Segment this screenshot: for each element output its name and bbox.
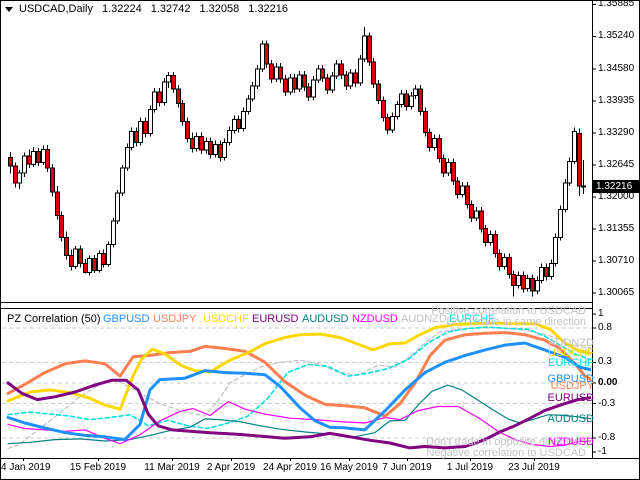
series-label-usdjpy: USDJPY bbox=[550, 379, 594, 392]
legend-item-usdchf: USDCHF bbox=[203, 313, 249, 325]
price-axis-label: 1.33290 bbox=[598, 126, 635, 138]
chart-symbol-title: USDCAD,Daily 1.32224 1.32742 1.32058 1.32216 bbox=[5, 3, 288, 15]
annotation-opposite-direction: Don't trade in opposite directions bbox=[426, 436, 586, 448]
x-axis-label: 15 Feb 2019 bbox=[69, 462, 127, 473]
series-label-eurusd: EURUSD bbox=[547, 392, 594, 405]
series-label-gbpusd: GBPUSD bbox=[547, 372, 594, 385]
x-axis-label: 2 Apr 2019 bbox=[206, 462, 256, 473]
time-axis[interactable]: 24 Jan 2019 15 Feb 2019 11 Mar 2019 2 Apr 2… bbox=[0, 459, 640, 480]
symbol-period-label: USDCAD,Daily bbox=[19, 3, 93, 15]
price-axis-label: 1.32645 bbox=[598, 158, 635, 170]
indicator-axis[interactable]: 1 0.8 0.3 0.00 -0.3 -0.8 -1 bbox=[593, 306, 640, 458]
indicator-axis-label: 0.8 bbox=[598, 321, 612, 333]
close-value: 1.32216 bbox=[248, 3, 289, 15]
series-label-audnzd: AUDNZD bbox=[548, 336, 594, 349]
indicator-axis-label: 0.00 bbox=[598, 377, 618, 388]
series-label-nzdusd: NZDUSD bbox=[548, 436, 594, 449]
x-axis-label: 23 Jul 2019 bbox=[508, 462, 560, 473]
open-value: 1.32224 bbox=[101, 3, 142, 15]
indicator-title: PZ Correlation (50) bbox=[7, 313, 101, 325]
x-axis-label: 1 Jul 2019 bbox=[446, 462, 494, 473]
indicator-axis-label: -0.8 bbox=[598, 432, 616, 444]
price-axis-label: 1.35885 bbox=[598, 0, 635, 10]
price-axis-label: 1.33935 bbox=[598, 95, 635, 106]
indicator-axis-label: 0.3 bbox=[598, 356, 612, 368]
price-axis-label: 1.30710 bbox=[598, 254, 635, 266]
legend-item-eurchf: EURCHF bbox=[449, 313, 495, 325]
price-axis-label: 1.34580 bbox=[598, 63, 635, 74]
indicator-axis-label: -0.3 bbox=[598, 397, 616, 409]
dropdown-arrow-icon[interactable] bbox=[5, 7, 13, 12]
legend-item-usdjpy: USDJPY bbox=[153, 313, 197, 325]
indicator-axis-label: 1 bbox=[598, 308, 604, 319]
x-axis-label: 11 Mar 2019 bbox=[144, 462, 200, 473]
annotation-same-direction: Don't trade in same direction bbox=[446, 316, 586, 328]
price-axis[interactable]: 1.35885 1.35240 1.34580 1.33935 1.33290 1.326… bbox=[593, 0, 640, 458]
legend-item-nzdusd: NZDUSD bbox=[352, 313, 398, 325]
series-label-usdchf: USDCHF bbox=[548, 347, 594, 360]
x-axis-label: 16 May 2019 bbox=[320, 462, 378, 473]
legend-item-audusd: AUDUSD bbox=[302, 313, 349, 325]
legend-item-gbpusd: GBPUSD bbox=[103, 313, 150, 325]
current-price-badge: 1.32216 bbox=[593, 179, 640, 193]
indicator-axis-label: -1 bbox=[598, 446, 607, 457]
legend-item-eurusd: EURUSD bbox=[252, 313, 299, 325]
x-axis-label: 7 Jun 2019 bbox=[382, 462, 432, 473]
low-value: 1.32058 bbox=[199, 3, 240, 15]
x-axis-label: 24 Apr 2019 bbox=[263, 462, 317, 473]
price-axis-label: 1.30065 bbox=[598, 286, 635, 298]
high-value: 1.32742 bbox=[150, 3, 191, 15]
price-axis-label: 1.32000 bbox=[598, 190, 635, 202]
price-axis-label: 1.31355 bbox=[598, 222, 635, 234]
annotation-positive-correlation: Positive correlation to USDCAD bbox=[431, 305, 586, 317]
series-label-eurchf: EURCHF bbox=[548, 356, 594, 369]
price-axis-label: 1.35240 bbox=[598, 30, 635, 42]
annotation-negative-correlation: Negative correlation to USDCAD bbox=[426, 447, 586, 459]
series-label-audusd: AUDUSD bbox=[547, 412, 594, 425]
legend-item-audnzd: AUDNZD bbox=[401, 313, 447, 325]
x-axis-label: 24 Jan 2019 bbox=[0, 462, 51, 473]
